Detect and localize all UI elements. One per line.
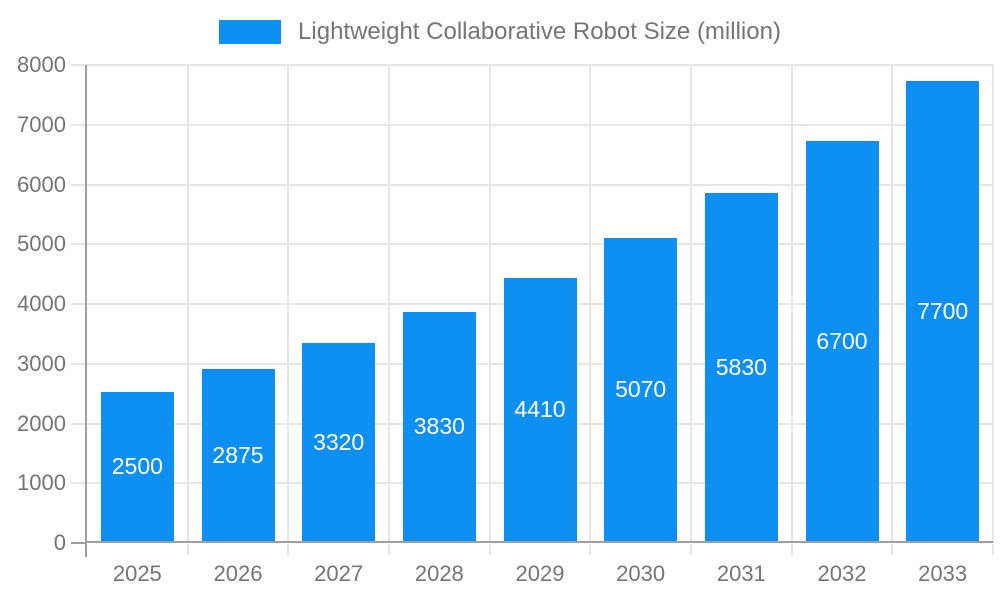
bar-value-label: 3320: [313, 428, 365, 455]
bar-value-label: 2875: [212, 441, 264, 468]
x-axis-tick: [488, 544, 491, 555]
x-axis-label: 2030: [616, 561, 666, 586]
x-axis-label: 2026: [213, 561, 263, 586]
y-axis-label: 1000: [17, 470, 66, 496]
y-axis-tick: [71, 422, 87, 425]
y-axis-label: 4000: [17, 291, 66, 316]
v-gridline: [891, 65, 894, 543]
y-axis-label: 8000: [17, 52, 66, 77]
y-axis-label: 7000: [17, 111, 66, 137]
h-gridline: [87, 243, 993, 246]
x-axis-label: 2032: [817, 561, 867, 586]
x-axis-tick: [891, 544, 894, 555]
x-axis-line: [87, 541, 993, 543]
v-gridline: [790, 65, 793, 543]
y-axis-tick: [71, 243, 87, 246]
y-axis-label: 2000: [17, 410, 66, 436]
v-gridline: [488, 65, 491, 543]
bar[interactable]: 5070: [604, 238, 678, 541]
chart-legend[interactable]: Lightweight Collaborative Robot Size (mi…: [0, 18, 1000, 46]
y-axis-label: 0: [53, 530, 66, 555]
bar[interactable]: 2500: [100, 392, 174, 541]
bar-value-label: 6700: [816, 327, 868, 354]
x-axis-tick: [388, 544, 390, 555]
v-gridline: [690, 65, 692, 543]
y-axis-tick: [71, 303, 87, 305]
bar[interactable]: 7700: [906, 81, 980, 541]
legend-label: Lightweight Collaborative Robot Size (mi…: [298, 18, 781, 45]
y-axis-tick: [71, 362, 87, 365]
x-axis-label: 2029: [515, 561, 565, 586]
x-axis-tick: [589, 544, 592, 555]
bar-value-label: 5830: [715, 353, 767, 380]
y-axis-tick: [71, 542, 87, 544]
y-axis-tick: [71, 183, 87, 186]
y-axis-label: 5000: [17, 231, 66, 257]
y-axis-tick: [71, 482, 87, 485]
bar[interactable]: 4410: [503, 278, 577, 541]
h-gridline: [87, 64, 993, 66]
v-gridline: [186, 65, 189, 543]
v-gridline: [992, 65, 994, 543]
legend-swatch-icon: [219, 20, 282, 44]
bar[interactable]: 5830: [704, 193, 778, 541]
v-gridline: [589, 65, 592, 543]
x-axis-tick: [790, 544, 793, 555]
bar-value-label: 2500: [111, 453, 163, 479]
x-axis-tick: [287, 544, 290, 555]
bar-value-label: 4410: [514, 396, 566, 422]
x-axis-tick: [186, 544, 189, 555]
x-axis-label: 2028: [414, 561, 464, 586]
x-axis-label: 2033: [918, 561, 968, 586]
x-axis-label: 2027: [314, 561, 364, 586]
bar-value-label: 3830: [413, 413, 465, 439]
h-gridline: [87, 123, 993, 126]
h-gridline: [87, 183, 993, 186]
x-axis-tick: [690, 544, 692, 555]
y-axis-line: [85, 65, 87, 557]
y-axis-label: 6000: [17, 171, 66, 197]
x-axis-label: 2031: [716, 561, 766, 586]
x-axis-tick: [992, 544, 994, 555]
bar[interactable]: 2875: [201, 369, 275, 541]
v-gridline: [287, 65, 290, 543]
bar[interactable]: 3830: [402, 312, 476, 541]
v-gridline: [388, 65, 390, 543]
bar-value-label: 5070: [615, 376, 667, 402]
bar-value-label: 7700: [917, 297, 969, 324]
y-axis-tick: [71, 64, 87, 66]
bar[interactable]: 6700: [805, 141, 879, 541]
bar[interactable]: 3320: [302, 343, 376, 541]
y-axis-tick: [71, 123, 87, 126]
x-axis-label: 2025: [112, 561, 162, 586]
y-axis-label: 3000: [17, 350, 66, 376]
